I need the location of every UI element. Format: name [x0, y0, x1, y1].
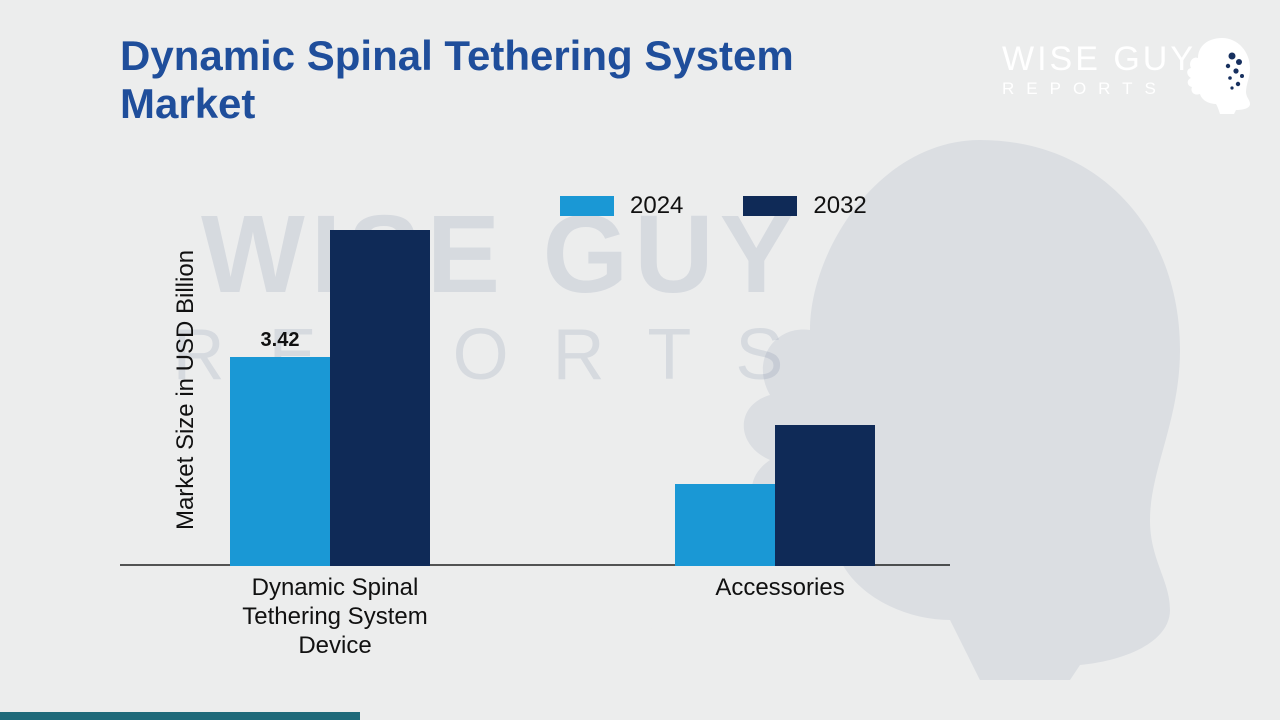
legend-item-2024: 2024 — [560, 192, 683, 220]
bar — [675, 484, 775, 566]
legend: 2024 2032 — [560, 192, 867, 220]
brand-bottom: REPORTS — [1002, 79, 1252, 99]
plot-area: 3.42Dynamic Spinal Tethering System Devi… — [120, 230, 950, 566]
category-label: Dynamic Spinal Tethering System Device — [235, 566, 435, 660]
brand-logo: WISE GUY REPORTS — [1002, 40, 1252, 99]
bar: 3.42 — [230, 357, 330, 566]
legend-label-2024: 2024 — [630, 192, 683, 220]
bar — [775, 425, 875, 566]
chart-title: Dynamic Spinal Tethering System Market — [120, 32, 910, 129]
bar — [330, 230, 430, 566]
legend-label-2032: 2032 — [813, 192, 866, 220]
bottom-accent-bar — [0, 712, 360, 720]
brand-top: WISE GUY — [1002, 40, 1252, 79]
category-label: Accessories — [680, 566, 880, 603]
legend-item-2032: 2032 — [743, 192, 866, 220]
legend-swatch-2032 — [743, 196, 797, 216]
chart-card: WISE GUY REPORTS Dynamic Spinal Tetherin… — [0, 0, 1280, 720]
legend-swatch-2024 — [560, 196, 614, 216]
bar-value-label: 3.42 — [230, 329, 330, 352]
